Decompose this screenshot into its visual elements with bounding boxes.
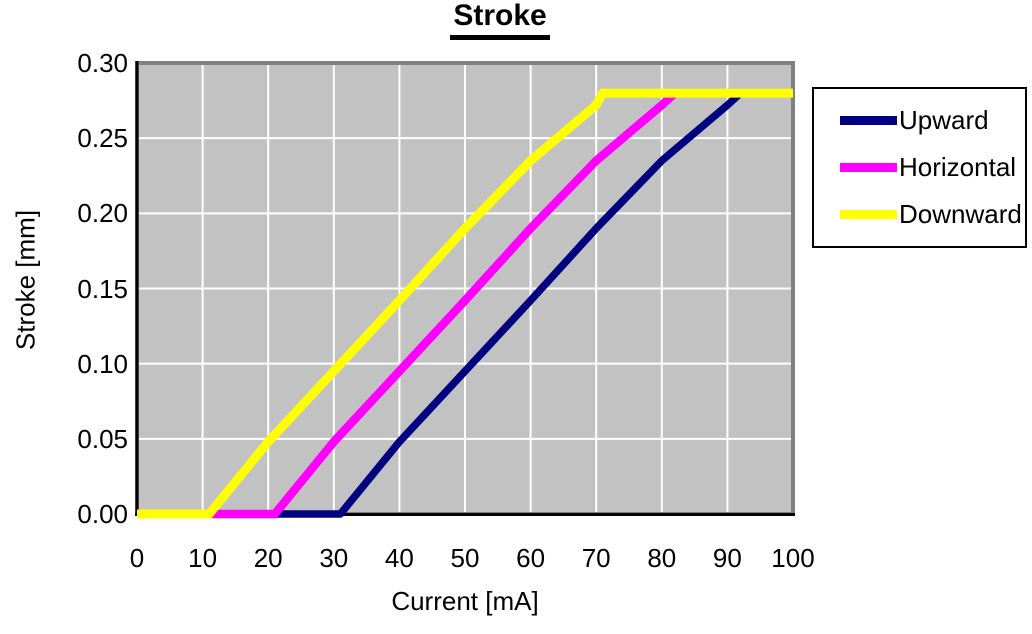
y-tick-label: 0.10	[77, 348, 128, 379]
x-tick-label: 30	[319, 543, 349, 573]
x-tick-label: 100	[771, 543, 815, 573]
x-tick-label: 70	[581, 543, 611, 573]
x-tick-label: 60	[516, 543, 546, 573]
legend-line-upward	[840, 116, 897, 125]
y-tick-label: 0.00	[77, 499, 128, 529]
series-line-upward	[137, 89, 793, 518]
legend-item-upward: Upward	[814, 105, 1025, 136]
legend-label-downward: Downward	[899, 199, 1022, 229]
x-axis-title: Current [mA]	[391, 586, 539, 616]
x-tick-label: 20	[253, 543, 283, 573]
x-tick-label: 0	[129, 543, 145, 573]
legend-line-downward	[840, 210, 897, 219]
series-line-horizontal	[137, 88, 793, 519]
chart-title-text: Stroke	[450, 0, 550, 40]
legend-item-downward: Downward	[814, 199, 1025, 230]
chart-title: Stroke	[0, 0, 1000, 40]
x-tick-label: 90	[712, 543, 742, 573]
y-tick-label: 0.25	[77, 123, 128, 154]
y-tick-label: 0.05	[77, 423, 128, 454]
y-axis-title: Stroke [mm]	[10, 209, 41, 351]
legend-item-horizontal: Horizontal	[814, 152, 1025, 183]
legend-label-upward: Upward	[899, 105, 989, 135]
legend-line-horizontal	[840, 163, 897, 172]
y-tick-label: 0.20	[77, 198, 128, 229]
y-tick-label: 0.15	[77, 273, 128, 304]
legend: Upward Horizontal Downward	[812, 87, 1027, 248]
x-tick-label: 40	[384, 543, 414, 573]
legend-label-horizontal: Horizontal	[899, 152, 1017, 182]
y-tick-label: 0.30	[77, 48, 128, 78]
x-tick-label: 50	[450, 543, 480, 573]
series-line-downward	[137, 88, 793, 519]
x-tick-label: 10	[188, 543, 218, 573]
x-tick-label: 80	[647, 543, 677, 573]
